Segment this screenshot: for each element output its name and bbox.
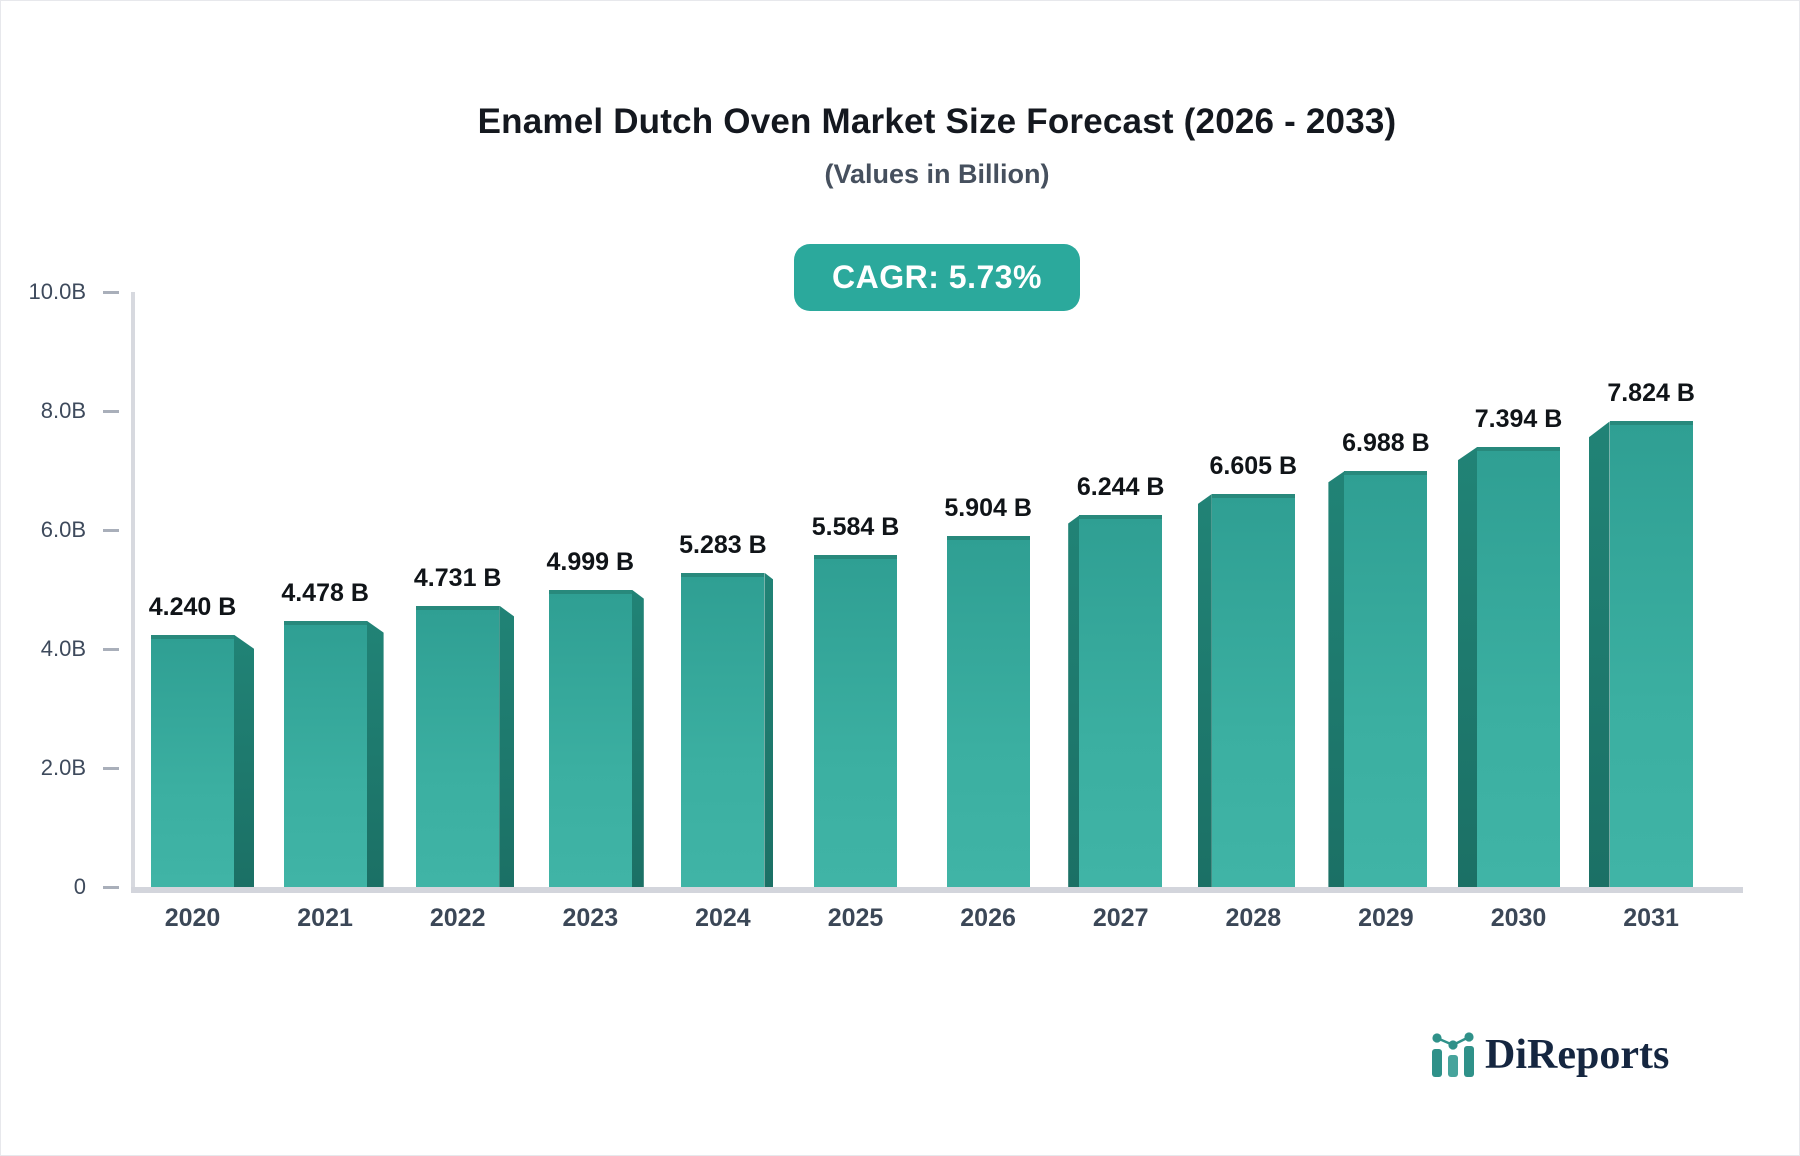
bar-value-label: 7.824 B: [1607, 379, 1695, 408]
y-axis-tick-label: 0: [73, 874, 86, 899]
x-axis-label: 2022: [429, 904, 486, 932]
y-axis-tick-mark: [103, 290, 119, 294]
page-title: Enamel Dutch Oven Market Size Forecast (…: [477, 102, 1397, 141]
bar-side-shadow: [1328, 471, 1345, 887]
bar-face: [814, 554, 897, 887]
bar-2020: [151, 634, 254, 887]
x-axis-label: 2029: [1358, 904, 1414, 932]
bar-face: [681, 572, 765, 887]
x-axis-label: 2021: [297, 904, 353, 932]
bar-value-label: 4.999 B: [546, 547, 635, 576]
bar-side-shadow: [631, 589, 644, 887]
y-axis-tick-mark: [103, 409, 119, 413]
y-axis-tick-label: 4.0B: [40, 636, 86, 661]
bar-face: [1344, 471, 1428, 887]
bar-2028: [1197, 494, 1295, 887]
x-axis-label: 2023: [562, 904, 619, 932]
x-axis-label: 2027: [1092, 904, 1149, 932]
bar-2025: [814, 554, 897, 887]
bar-side-shadow: [1197, 494, 1212, 887]
y-axis-tick-mark: [103, 647, 119, 651]
y-axis-line: [131, 292, 135, 887]
x-axis-label: 2024: [695, 904, 751, 932]
bar-value-label: 5.904 B: [944, 493, 1032, 522]
y-axis-tick-label: 8.0B: [40, 398, 86, 423]
bar-value-label: 4.731 B: [413, 563, 502, 592]
bar-value-label: 4.240 B: [148, 592, 237, 621]
bar-value-label: 6.988 B: [1342, 429, 1430, 458]
bar-value-label: 5.283 B: [679, 530, 767, 559]
bar-face: [946, 535, 1030, 887]
bar-face: [151, 634, 234, 887]
bar-face: [283, 620, 367, 887]
bar-2024: [681, 572, 774, 887]
bar-2030: [1458, 447, 1560, 887]
bar-side-shadow: [1588, 421, 1610, 887]
bar-side-shadow: [764, 572, 774, 887]
plot-area: 4.240 B 4.478 B 4.731 B 4.999 B 5.283 B 5.584…: [131, 292, 1743, 887]
bar-face: [1477, 447, 1560, 887]
x-axis-label: 2031: [1623, 904, 1679, 932]
y-axis-tick-label: 2.0B: [40, 755, 86, 780]
bar-2031: [1588, 421, 1693, 887]
y-axis-tick-label: 6.0B: [40, 517, 86, 542]
bar-2029: [1328, 471, 1428, 887]
bar-side-shadow: [1458, 447, 1477, 887]
chart-header: Enamel Dutch Oven Market Size Forecast (…: [131, 97, 1743, 311]
bar-side-shadow: [1068, 515, 1080, 887]
y-axis-tick-mark: [103, 766, 119, 770]
bar-value-label: 6.244 B: [1076, 473, 1165, 502]
bar-face: [548, 589, 632, 887]
bar-value-label: 6.605 B: [1209, 452, 1298, 480]
bar-face: [1211, 494, 1295, 887]
bar-2027: [1068, 515, 1163, 887]
bar-face: [416, 605, 500, 887]
x-axis-label: 2025: [827, 904, 884, 932]
page-subtitle: (Values in Billion): [824, 159, 1050, 189]
y-axis-tick-mark: [103, 528, 119, 532]
brand-name: DiReports: [1485, 1032, 1670, 1078]
bar-side-shadow: [366, 620, 384, 887]
bar-chart-sparkline-icon: [1432, 1032, 1474, 1077]
x-axis-label: 2030: [1490, 904, 1547, 932]
bar-value-label: 7.394 B: [1474, 405, 1563, 434]
x-axis-label: 2020: [164, 904, 221, 932]
bar-face: [1609, 421, 1693, 887]
bar-2026: [946, 535, 1030, 887]
x-axis-label: 2026: [960, 904, 1016, 932]
bar-2021: [283, 620, 384, 887]
x-axis-baseline: [131, 887, 1743, 893]
cagr-badge: CAGR: 5.73%: [794, 244, 1080, 311]
y-axis-tick-mark: [103, 885, 119, 889]
bar-2023: [548, 589, 644, 887]
y-axis-tick-label: 10.0B: [28, 279, 87, 304]
bar-value-label: 5.584 B: [811, 512, 900, 541]
bar-face: [1079, 515, 1163, 887]
bar-side-shadow: [234, 634, 254, 887]
bar-side-shadow: [499, 605, 515, 887]
bar-value-label: 4.478 B: [281, 578, 369, 607]
brand-logo: DiReports: [1429, 1029, 1669, 1081]
bar-2022: [416, 605, 515, 887]
x-axis-label: 2028: [1225, 904, 1282, 932]
